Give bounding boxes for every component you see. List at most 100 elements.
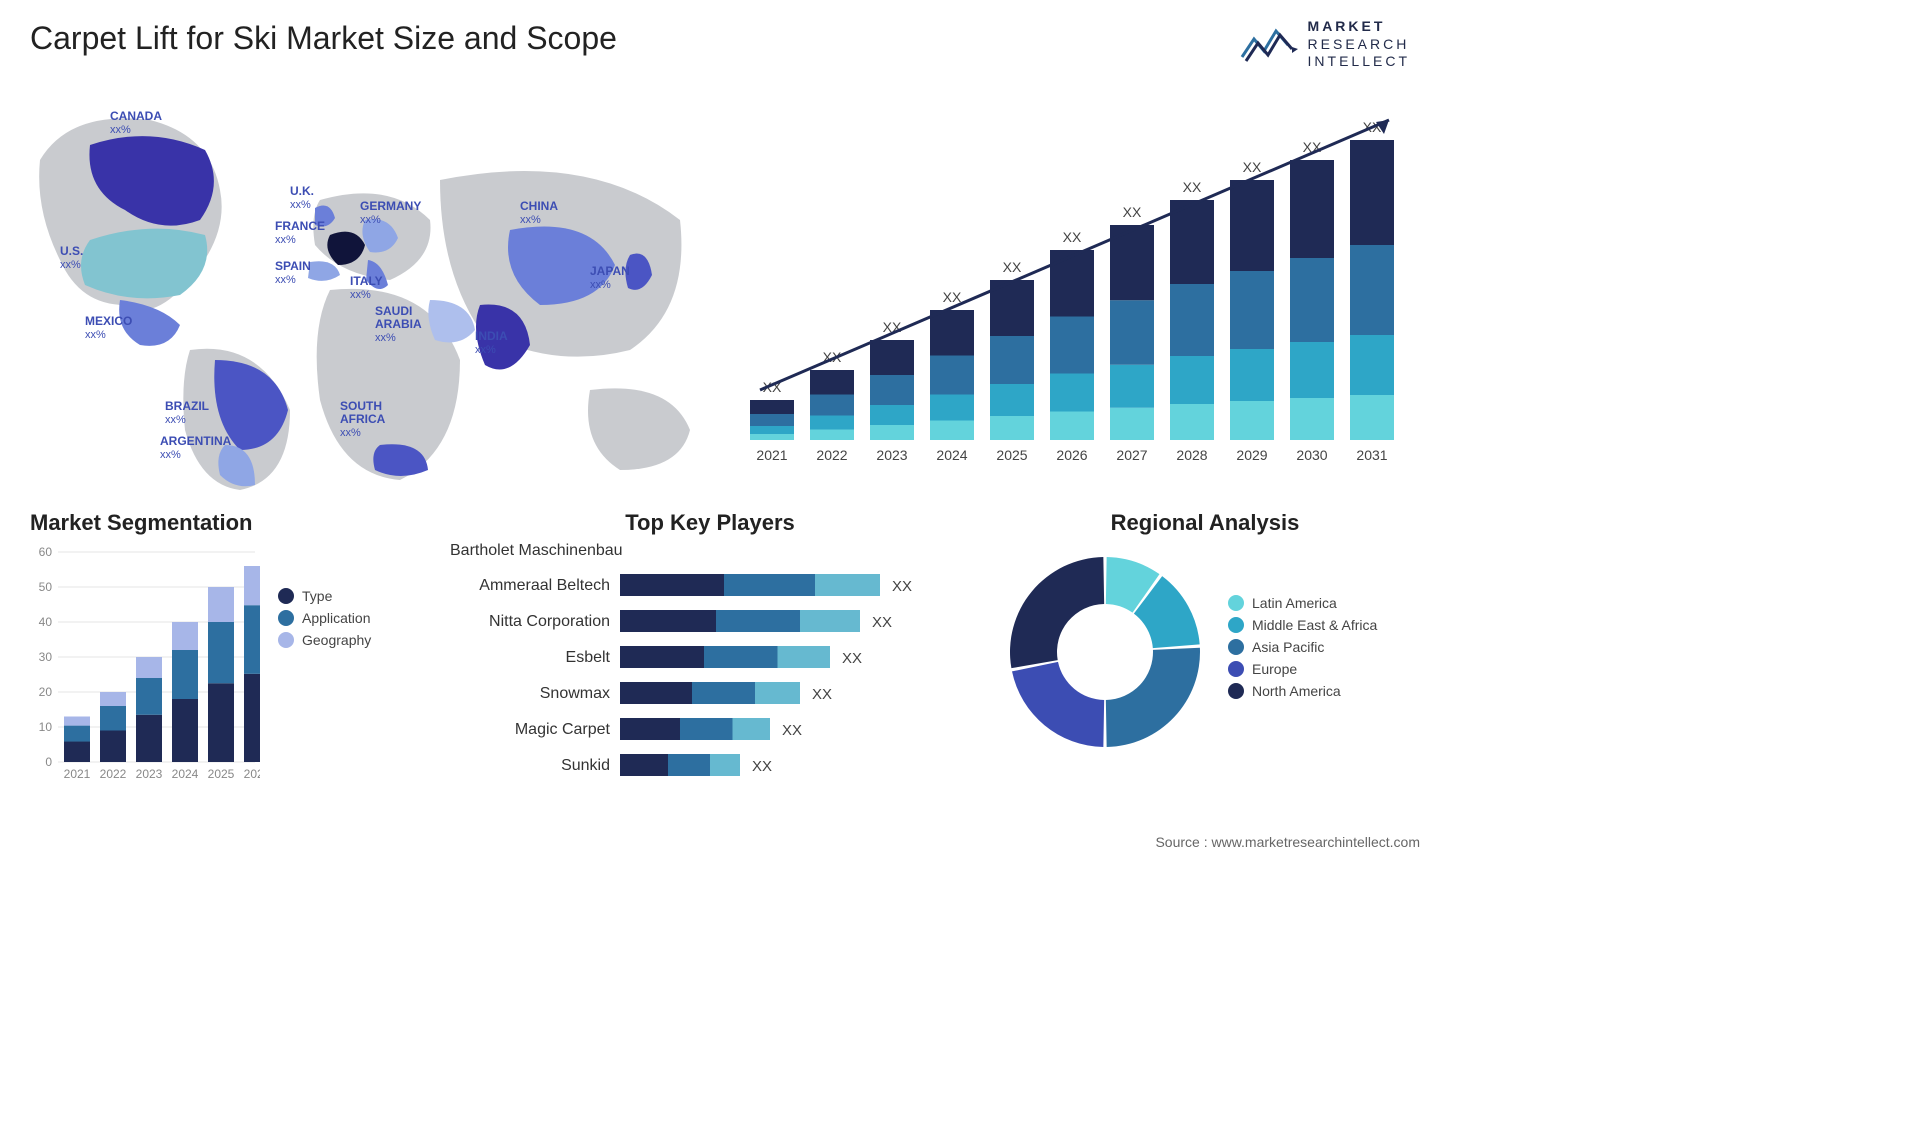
svg-text:XX: XX	[892, 578, 912, 595]
svg-text:xx%: xx%	[290, 199, 311, 211]
svg-text:xx%: xx%	[350, 289, 371, 301]
svg-text:Snowmax: Snowmax	[540, 685, 610, 702]
svg-text:XX: XX	[943, 289, 962, 305]
legend-item: Asia Pacific	[1228, 639, 1377, 655]
svg-text:xx%: xx%	[340, 427, 361, 439]
svg-text:2030: 2030	[1296, 447, 1327, 463]
svg-text:ARABIA: ARABIA	[375, 317, 422, 331]
svg-text:XX: XX	[842, 650, 862, 667]
svg-text:2028: 2028	[1176, 447, 1207, 463]
svg-text:JAPAN: JAPAN	[590, 264, 630, 278]
svg-text:xx%: xx%	[85, 329, 106, 341]
logo-icon	[1240, 21, 1298, 67]
svg-text:XX: XX	[1123, 204, 1142, 220]
svg-text:2027: 2027	[1116, 447, 1147, 463]
world-map: CANADAxx%U.S.xx%MEXICOxx%BRAZILxx%ARGENT…	[30, 90, 720, 490]
svg-text:ARGENTINA: ARGENTINA	[160, 434, 232, 448]
svg-text:SOUTH: SOUTH	[340, 399, 382, 413]
svg-text:2025: 2025	[208, 767, 235, 781]
svg-text:XX: XX	[872, 614, 892, 631]
svg-text:2023: 2023	[876, 447, 907, 463]
svg-text:GERMANY: GERMANY	[360, 199, 421, 213]
svg-text:2029: 2029	[1236, 447, 1267, 463]
brand-logo: MARKET RESEARCH INTELLECT	[1240, 18, 1410, 71]
svg-text:xx%: xx%	[110, 124, 131, 136]
svg-text:CANADA: CANADA	[110, 109, 162, 123]
players-title: Top Key Players	[450, 510, 970, 536]
svg-text:xx%: xx%	[275, 234, 296, 246]
logo-line2: RESEARCH	[1308, 36, 1410, 54]
svg-text:20: 20	[39, 685, 53, 699]
svg-text:XX: XX	[1003, 259, 1022, 275]
svg-text:Magic Carpet: Magic Carpet	[515, 721, 611, 738]
svg-text:INDIA: INDIA	[475, 329, 508, 343]
svg-text:40: 40	[39, 615, 53, 629]
svg-text:10: 10	[39, 720, 53, 734]
svg-text:CHINA: CHINA	[520, 199, 558, 213]
segmentation-legend: Type Application Geography	[278, 542, 371, 792]
logo-line1: MARKET	[1308, 18, 1386, 34]
svg-text:2026: 2026	[244, 767, 260, 781]
svg-text:xx%: xx%	[375, 332, 396, 344]
svg-text:2022: 2022	[100, 767, 127, 781]
svg-text:XX: XX	[812, 686, 832, 703]
svg-text:xx%: xx%	[160, 449, 181, 461]
legend-item: Europe	[1228, 661, 1377, 677]
svg-text:Esbelt: Esbelt	[566, 649, 611, 666]
svg-text:Sunkid: Sunkid	[561, 757, 610, 774]
svg-text:60: 60	[39, 545, 53, 559]
svg-text:2025: 2025	[996, 447, 1027, 463]
svg-text:ITALY: ITALY	[350, 274, 383, 288]
source-text: Source : www.marketresearchintellect.com	[1155, 834, 1420, 850]
svg-text:Ammeraal Beltech: Ammeraal Beltech	[479, 577, 610, 594]
legend-item: Middle East & Africa	[1228, 617, 1377, 633]
top-key-players: Top Key Players Bartholet Maschinenbau A…	[450, 510, 970, 810]
svg-text:xx%: xx%	[60, 259, 81, 271]
legend-item: Geography	[278, 632, 371, 648]
svg-text:xx%: xx%	[165, 414, 186, 426]
market-segmentation: Market Segmentation 0 10 20 30 40 50 60 2021 202…	[30, 510, 430, 810]
svg-text:30: 30	[39, 650, 53, 664]
svg-text:xx%: xx%	[360, 214, 381, 226]
svg-text:2021: 2021	[756, 447, 787, 463]
svg-text:SAUDI: SAUDI	[375, 304, 412, 318]
svg-text:AFRICA: AFRICA	[340, 412, 386, 426]
svg-text:XX: XX	[1183, 179, 1202, 195]
svg-text:2031: 2031	[1356, 447, 1387, 463]
legend-item: North America	[1228, 683, 1377, 699]
svg-text:XX: XX	[1063, 229, 1082, 245]
svg-text:xx%: xx%	[475, 344, 496, 356]
market-size-chart: XX2021XX2022XX2023XX2024XX2025XX2026XX20…	[740, 100, 1410, 470]
svg-text:2021: 2021	[64, 767, 91, 781]
legend-item: Type	[278, 588, 371, 604]
svg-text:FRANCE: FRANCE	[275, 219, 325, 233]
svg-text:Nitta Corporation: Nitta Corporation	[489, 613, 610, 630]
svg-text:0: 0	[45, 755, 52, 769]
segmentation-title: Market Segmentation	[30, 510, 430, 536]
svg-text:xx%: xx%	[520, 214, 541, 226]
svg-text:SPAIN: SPAIN	[275, 259, 311, 273]
svg-text:XX: XX	[752, 758, 772, 775]
legend-item: Application	[278, 610, 371, 626]
svg-text:XX: XX	[1243, 159, 1262, 175]
legend-item: Latin America	[1228, 595, 1377, 611]
svg-text:2022: 2022	[816, 447, 847, 463]
regional-title: Regional Analysis	[1000, 510, 1410, 536]
logo-line3: INTELLECT	[1308, 53, 1410, 71]
svg-text:U.K.: U.K.	[290, 184, 314, 198]
regional-analysis: Regional Analysis Latin America Middle Ea…	[1000, 510, 1410, 810]
svg-text:xx%: xx%	[590, 279, 611, 291]
regional-legend: Latin America Middle East & Africa Asia Pa…	[1228, 589, 1377, 705]
page-title: Carpet Lift for Ski Market Size and Scop…	[30, 20, 617, 57]
svg-text:XX: XX	[782, 722, 802, 739]
svg-text:U.S.: U.S.	[60, 244, 83, 258]
players-subtitle: Bartholet Maschinenbau	[450, 542, 970, 560]
svg-text:50: 50	[39, 580, 53, 594]
svg-text:2024: 2024	[172, 767, 199, 781]
svg-text:MEXICO: MEXICO	[85, 314, 132, 328]
svg-text:xx%: xx%	[275, 274, 296, 286]
svg-text:2023: 2023	[136, 767, 163, 781]
svg-text:2026: 2026	[1056, 447, 1087, 463]
svg-text:BRAZIL: BRAZIL	[165, 399, 209, 413]
svg-text:2024: 2024	[936, 447, 967, 463]
